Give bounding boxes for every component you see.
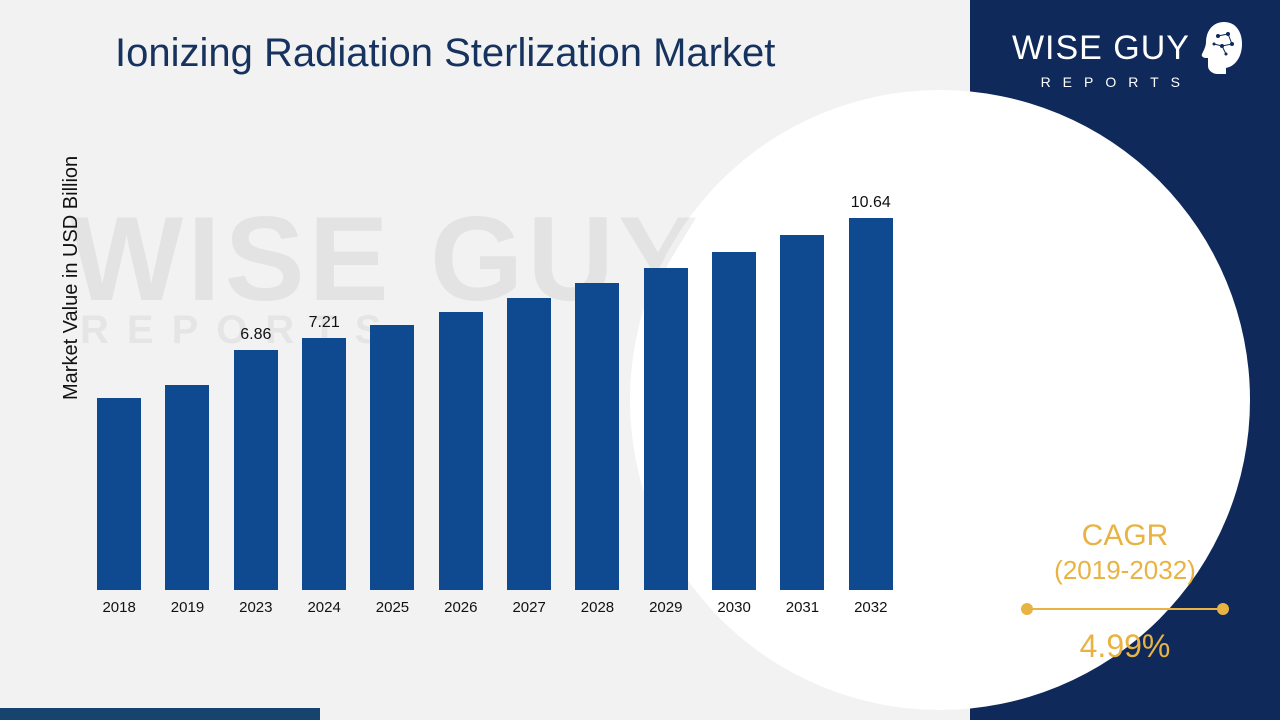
brand-logo: WISE GUY REPORTS <box>990 20 1250 90</box>
x-tick-label: 2023 <box>222 599 290 616</box>
bar-slot: 7.212024 <box>290 170 358 590</box>
infographic-stage: WISE GUY REPORTS Ionizing Radiation Ster… <box>0 0 1280 720</box>
bar <box>644 268 688 590</box>
cagr-years: (2019-2032) <box>1005 555 1245 586</box>
x-tick-label: 2024 <box>290 599 358 616</box>
bar <box>575 283 619 590</box>
bar-chart: 201820196.8620237.2120242025202620272028… <box>85 170 905 590</box>
bar <box>302 338 346 590</box>
head-profile-icon <box>1198 20 1250 76</box>
bars-container: 201820196.8620237.2120242025202620272028… <box>85 170 905 590</box>
x-tick-label: 2031 <box>768 599 836 616</box>
logo-text-line2: REPORTS <box>990 74 1192 90</box>
y-axis-label: Market Value in USD Billion <box>60 156 83 400</box>
bar <box>780 235 824 590</box>
x-tick-label: 2026 <box>427 599 495 616</box>
x-tick-label: 2029 <box>632 599 700 616</box>
page-title: Ionizing Radiation Sterlization Market <box>115 30 775 76</box>
cagr-value: 4.99% <box>1005 628 1245 665</box>
cagr-divider-line <box>1025 604 1225 614</box>
bar-value-label: 6.86 <box>222 326 290 344</box>
bar <box>849 218 893 590</box>
bar <box>439 312 483 590</box>
cagr-title: CAGR <box>1005 519 1245 553</box>
bar-slot: 6.862023 <box>222 170 290 590</box>
x-tick-label: 2025 <box>358 599 426 616</box>
x-tick-label: 2019 <box>153 599 221 616</box>
x-tick-label: 2032 <box>837 599 905 616</box>
bar <box>234 350 278 590</box>
bar-slot: 2018 <box>85 170 153 590</box>
bar-slot: 2030 <box>700 170 768 590</box>
bar-slot: 2019 <box>153 170 221 590</box>
x-tick-label: 2018 <box>85 599 153 616</box>
bar-slot: 2029 <box>632 170 700 590</box>
logo-main-row: WISE GUY <box>990 20 1250 76</box>
bar <box>507 298 551 590</box>
x-tick-label: 2030 <box>700 599 768 616</box>
bar-slot: 2025 <box>358 170 426 590</box>
bar-slot: 2028 <box>563 170 631 590</box>
bar <box>370 325 414 590</box>
bar <box>97 398 141 591</box>
bar-slot: 10.642032 <box>837 170 905 590</box>
x-tick-label: 2028 <box>563 599 631 616</box>
bar-slot: 2026 <box>427 170 495 590</box>
cagr-line-dot-right <box>1217 603 1229 615</box>
bottom-accent-strip <box>0 708 320 720</box>
x-tick-label: 2027 <box>495 599 563 616</box>
cagr-box: CAGR (2019-2032) 4.99% <box>1005 519 1245 665</box>
bar-slot: 2027 <box>495 170 563 590</box>
bar <box>712 252 756 590</box>
logo-text-line1: WISE GUY <box>1012 29 1190 68</box>
cagr-line-dot-left <box>1021 603 1033 615</box>
bar-slot: 2031 <box>768 170 836 590</box>
bar-value-label: 10.64 <box>837 194 905 212</box>
bar-value-label: 7.21 <box>290 314 358 332</box>
bar <box>165 385 209 590</box>
